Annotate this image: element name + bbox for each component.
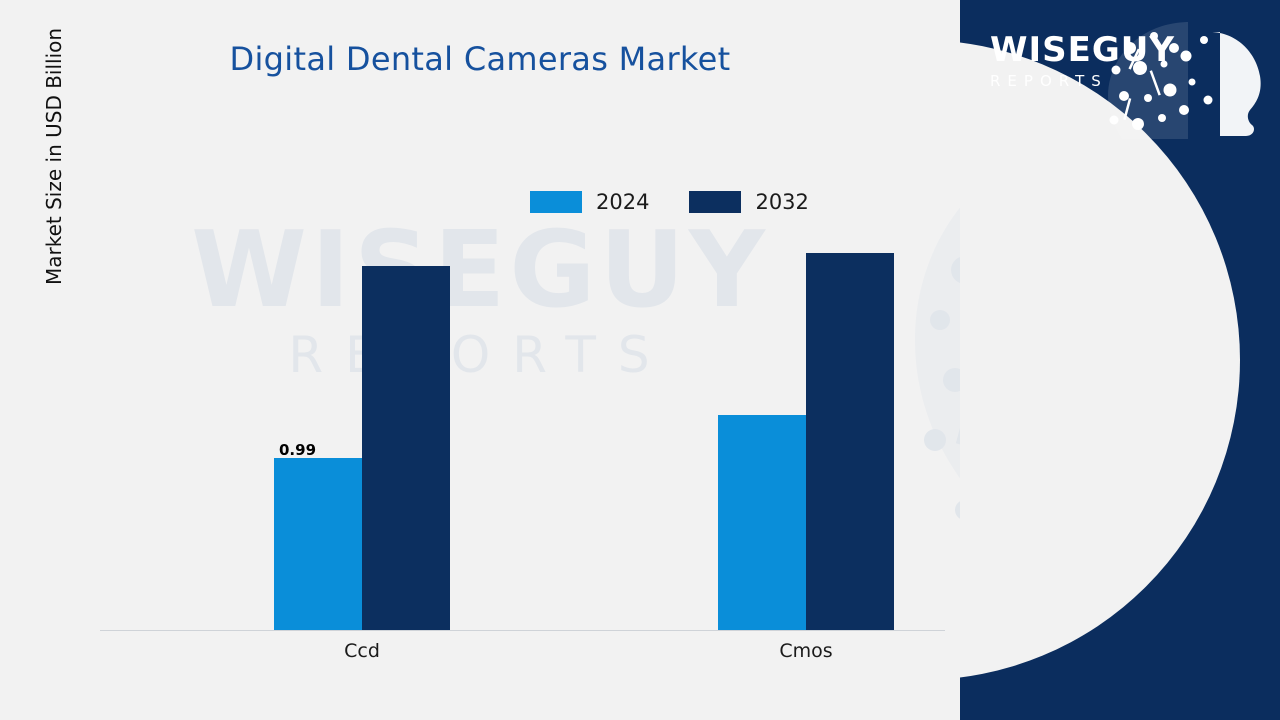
legend-item-2024[interactable]: 2024 xyxy=(530,190,649,214)
category-label-cmos: Cmos xyxy=(779,640,833,662)
axis-baseline xyxy=(100,630,945,631)
legend-item-2032[interactable]: 2032 xyxy=(689,190,809,214)
legend-swatch-2024 xyxy=(530,191,582,213)
chart-legend: 2024 2032 xyxy=(530,190,849,214)
bar-cmos-2032[interactable] xyxy=(806,253,894,630)
page-title: Digital Dental Cameras Market xyxy=(229,40,731,78)
y-axis-label: Market Size in USD Billion xyxy=(42,27,66,285)
category-label-ccd: Ccd xyxy=(344,640,380,662)
chart: Market Size in USD Billion 2024 2032 0.9… xyxy=(42,27,945,662)
bar-value-ccd-2024: 0.99 xyxy=(279,441,317,459)
brand-panel: WISEGUY REPORTS xyxy=(960,0,1280,720)
brand-head-icon xyxy=(1108,22,1261,139)
brand-logo-line2: REPORTS xyxy=(990,72,1108,90)
bar-cmos-2024[interactable] xyxy=(718,415,806,630)
bar-ccd-2024[interactable] xyxy=(274,458,362,630)
brand-logo: WISEGUY REPORTS xyxy=(990,30,1260,120)
legend-swatch-2032 xyxy=(689,191,742,213)
legend-label-2024: 2024 xyxy=(596,190,650,214)
legend-label-2032: 2032 xyxy=(755,190,809,214)
bar-ccd-2032[interactable] xyxy=(362,266,450,630)
brand-logo-line1: WISEGUY xyxy=(990,30,1176,70)
